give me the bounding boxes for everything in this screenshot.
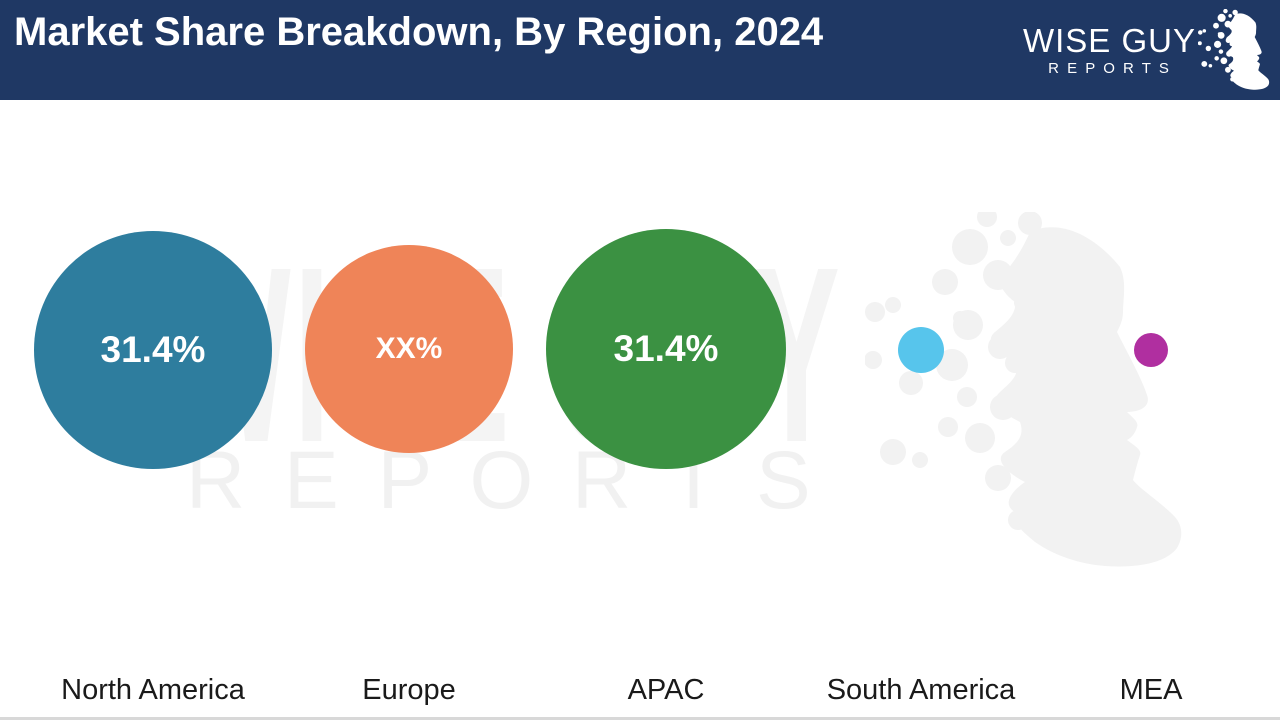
brand-name: WISE GUY xyxy=(1022,21,1196,59)
category-label-mea: MEA xyxy=(1119,674,1183,706)
header-bar: Market Share Breakdown, By Region, 2024 … xyxy=(0,0,1280,100)
brand-subtitle: R E P O R T S xyxy=(1048,59,1171,77)
bubble-value-europe: XX% xyxy=(375,332,443,365)
category-label-apac: APAC xyxy=(627,674,705,706)
bubble-value-apac: 31.4% xyxy=(613,328,719,369)
brand-logo: WISE GUY R E P O R T S xyxy=(1023,5,1270,95)
wiseguy-head-logo-icon xyxy=(1198,9,1270,90)
bubble-mea xyxy=(1134,333,1168,367)
bubble-europe: XX% xyxy=(305,245,513,453)
bubble-apac: 31.4% xyxy=(546,229,786,469)
page-title: Market Share Breakdown, By Region, 2024 xyxy=(14,10,824,54)
category-label-south-america: South America xyxy=(826,674,1016,706)
watermark-head-graphic xyxy=(865,212,1182,567)
brand-logo-text: WISE GUY R E P O R T S xyxy=(1022,21,1196,78)
bubble-south-america xyxy=(898,327,944,373)
bubble-north-america: 31.4% xyxy=(34,231,272,469)
category-label-north-america: North America xyxy=(61,674,245,706)
bubble-value-north-america: 31.4% xyxy=(100,329,206,370)
category-label-europe: Europe xyxy=(362,674,456,706)
bottom-divider xyxy=(0,717,1280,720)
